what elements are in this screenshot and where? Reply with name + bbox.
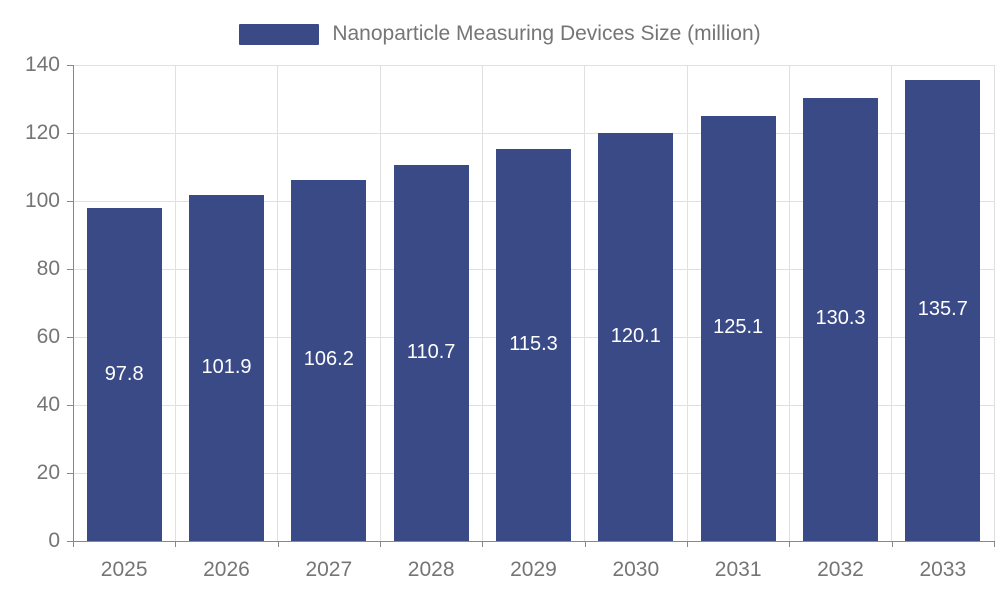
h-gridline-140 bbox=[73, 64, 994, 66]
x-tick-label-2030: 2030 bbox=[612, 558, 660, 581]
plot-area: 97.8 101.9 106.2 110.7 115.3 120.1 125.1 130.3 1… bbox=[73, 64, 995, 541]
x-tick-mark-1 bbox=[175, 541, 177, 547]
x-tick-label-2032: 2032 bbox=[817, 558, 864, 581]
y-axis-line bbox=[73, 65, 74, 547]
h-gridline-120 bbox=[73, 132, 994, 134]
y-tick-mark-60 bbox=[67, 337, 73, 338]
v-gridline-2 bbox=[277, 65, 279, 541]
v-gridline-5 bbox=[584, 65, 586, 541]
y-tick-mark-100 bbox=[67, 201, 73, 202]
y-tick-label-120: 120 bbox=[24, 121, 60, 144]
y-tick-mark-140 bbox=[67, 65, 73, 66]
x-tick-mark-5 bbox=[584, 541, 586, 547]
y-tick-label-80: 80 bbox=[36, 257, 60, 280]
y-tick-label-60: 60 bbox=[36, 325, 60, 348]
bar-2028[interactable] bbox=[393, 164, 469, 541]
v-gridline-6 bbox=[686, 65, 688, 541]
bar-2031[interactable] bbox=[700, 115, 776, 541]
v-gridline-9 bbox=[993, 65, 995, 541]
bar-2030[interactable] bbox=[598, 132, 674, 541]
y-tick-label-100: 100 bbox=[24, 189, 60, 212]
x-tick-mark-7 bbox=[789, 541, 791, 547]
x-tick-label-2025: 2025 bbox=[100, 558, 148, 581]
bar-2025[interactable] bbox=[86, 208, 162, 541]
x-tick-label-2027: 2027 bbox=[305, 558, 353, 581]
legend-swatch bbox=[239, 23, 320, 45]
x-tick-mark-4 bbox=[482, 541, 484, 547]
y-tick-label-40: 40 bbox=[36, 393, 60, 416]
bar-2027[interactable] bbox=[291, 179, 367, 541]
x-tick-label-2033: 2033 bbox=[919, 558, 967, 581]
x-tick-mark-6 bbox=[687, 541, 688, 547]
x-tick-label-2026: 2026 bbox=[203, 558, 250, 581]
v-gridline-1 bbox=[174, 65, 176, 541]
y-tick-label-20: 20 bbox=[36, 461, 60, 484]
x-tick-label-2031: 2031 bbox=[714, 558, 762, 581]
x-tick-mark-2 bbox=[277, 541, 279, 547]
x-tick-mark-8 bbox=[891, 541, 893, 547]
x-tick-mark-3 bbox=[380, 541, 381, 547]
v-gridline-7 bbox=[788, 65, 790, 541]
y-tick-mark-0 bbox=[67, 541, 73, 542]
v-gridline-8 bbox=[891, 65, 893, 541]
y-tick-mark-80 bbox=[67, 269, 73, 270]
legend-item[interactable]: Nanoparticle Measuring Devices Size (mil… bbox=[0, 22, 1000, 46]
y-tick-mark-40 bbox=[67, 405, 73, 406]
x-tick-label-2029: 2029 bbox=[510, 558, 557, 581]
y-tick-label-140: 140 bbox=[24, 53, 60, 76]
x-axis-line bbox=[73, 541, 994, 542]
v-gridline-3 bbox=[379, 65, 381, 541]
bar-2032[interactable] bbox=[803, 97, 878, 541]
v-gridline-4 bbox=[481, 65, 483, 541]
x-tick-mark-9 bbox=[994, 541, 995, 547]
x-tick-mark-0 bbox=[73, 541, 74, 547]
bar-2026[interactable] bbox=[189, 194, 264, 541]
bar-2033[interactable] bbox=[905, 79, 981, 541]
y-tick-label-0: 0 bbox=[48, 529, 60, 552]
x-tick-label-2028: 2028 bbox=[407, 558, 455, 581]
y-tick-mark-20 bbox=[67, 473, 73, 474]
legend-label: Nanoparticle Measuring Devices Size (mil… bbox=[332, 22, 761, 45]
y-tick-mark-120 bbox=[67, 133, 73, 134]
bar-2029[interactable] bbox=[496, 148, 571, 541]
